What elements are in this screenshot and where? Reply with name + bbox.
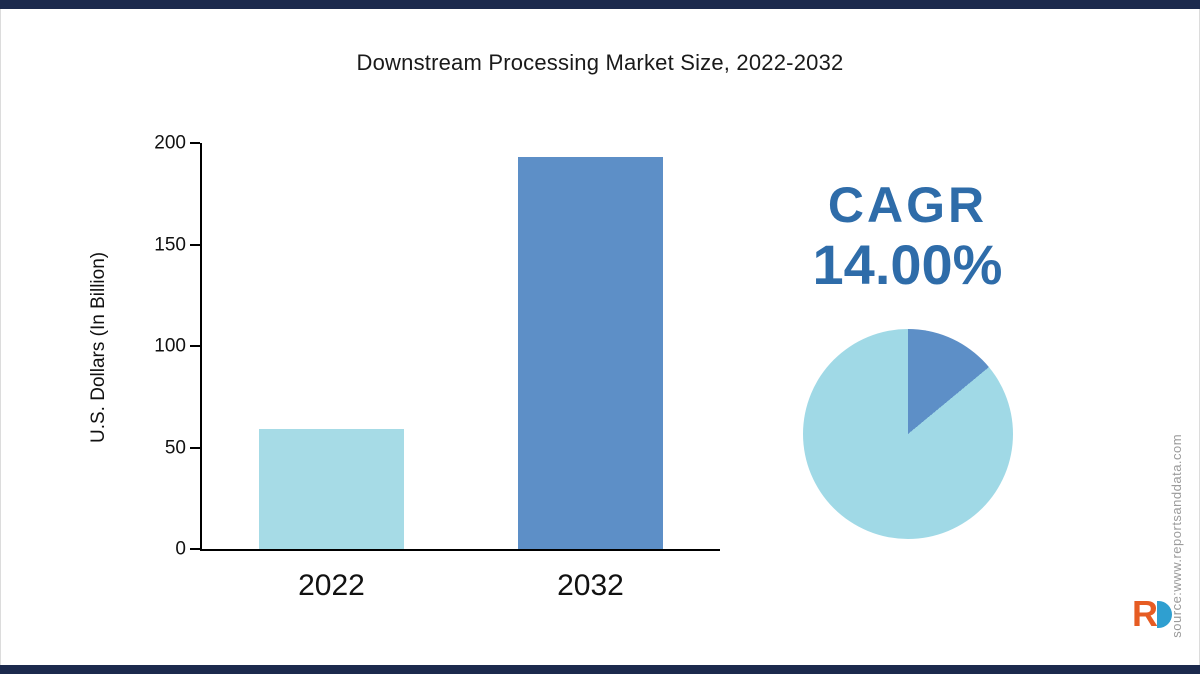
top-border-strip — [0, 0, 1200, 9]
y-tick-label: 150 — [154, 234, 186, 255]
x-tick-label: 2032 — [557, 569, 624, 602]
x-tick-label: 2022 — [298, 569, 365, 602]
y-tick-mark — [190, 243, 200, 246]
y-tick-label: 200 — [154, 132, 186, 154]
y-tick-mark — [190, 548, 200, 550]
y-tick-mark — [190, 142, 200, 144]
chart-title: Downstream Processing Market Size, 2022-… — [356, 50, 844, 75]
y-tick-label: 0 — [175, 538, 186, 560]
y-tick-label: 50 — [164, 437, 186, 458]
y-tick-label: 100 — [154, 335, 186, 357]
y-tick-mark — [190, 345, 200, 347]
bar-2022 — [258, 429, 404, 549]
bar-2032 — [517, 157, 663, 549]
bottom-border-strip — [0, 665, 1200, 674]
y-tick-mark — [190, 446, 200, 449]
cagr-label: CAGR — [827, 177, 988, 233]
cagr-panel: CAGR 14.00% — [765, 177, 1050, 540]
bar-plot: 0 50 100 150 200 2022 2032 — [154, 134, 720, 602]
cagr-pie-chart — [802, 329, 1013, 540]
logo-letter-r: R — [1132, 593, 1158, 634]
brand-logo: R — [1132, 596, 1172, 632]
y-axis-label: U.S. Dollars (In Billion) — [88, 251, 109, 443]
logo-d-shape-icon — [1157, 600, 1172, 628]
cagr-value: 14.00% — [812, 233, 1003, 296]
